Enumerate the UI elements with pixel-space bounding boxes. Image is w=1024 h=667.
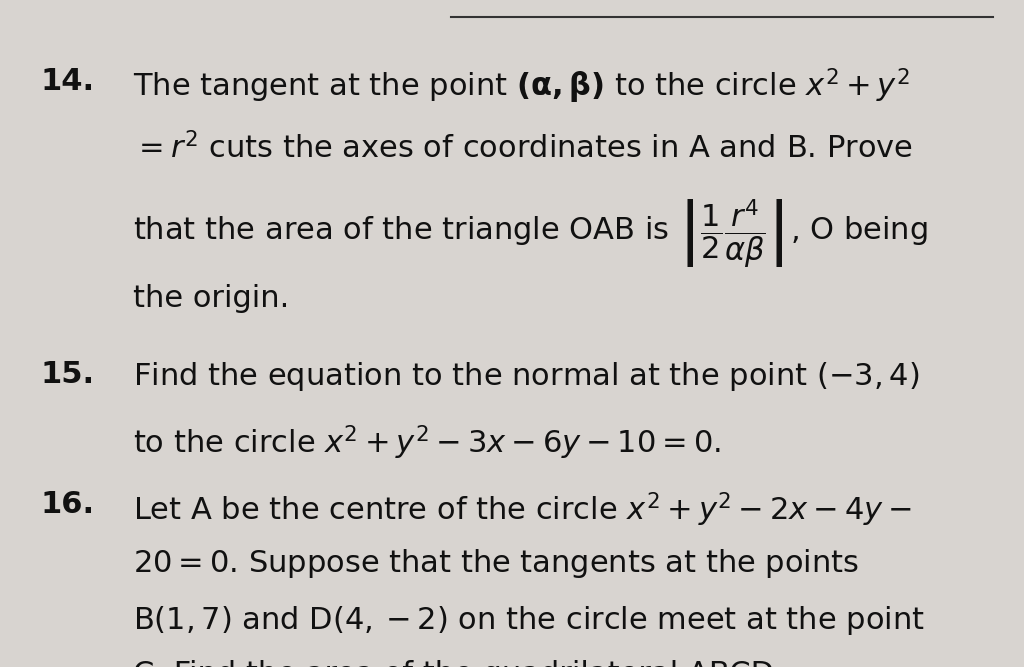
Text: that the area of the triangle OAB is $\left|\dfrac{1}{2}\dfrac{r^4}{\alpha\beta}: that the area of the triangle OAB is $\l…	[133, 197, 928, 270]
Text: Let A be the centre of the circle $x^2 + y^2 - 2x - 4y -$: Let A be the centre of the circle $x^2 +…	[133, 490, 912, 529]
Text: the origin.: the origin.	[133, 284, 290, 313]
Text: The tangent at the point $\mathbf{(\alpha, \beta)}$ to the circle $x^2 + y^2$: The tangent at the point $\mathbf{(\alph…	[133, 67, 910, 106]
Text: $= r^2$ cuts the axes of coordinates in A and B. Prove: $= r^2$ cuts the axes of coordinates in …	[133, 132, 913, 165]
Text: 16.: 16.	[41, 490, 95, 519]
Text: B$(1, 7)$ and D$(4, -2)$ on the circle meet at the point: B$(1, 7)$ and D$(4, -2)$ on the circle m…	[133, 604, 925, 636]
Text: to the circle $x^2 + y^2 - 3x - 6y - 10 = 0$.: to the circle $x^2 + y^2 - 3x - 6y - 10 …	[133, 424, 721, 462]
Text: $20 = 0$. Suppose that the tangents at the points: $20 = 0$. Suppose that the tangents at t…	[133, 547, 859, 580]
Text: C. Find the area of the quadrilateral ABCD.: C. Find the area of the quadrilateral AB…	[133, 660, 783, 667]
Text: 14.: 14.	[41, 67, 95, 95]
Text: 15.: 15.	[41, 360, 95, 389]
Text: Find the equation to the normal at the point $(-3, 4)$: Find the equation to the normal at the p…	[133, 360, 920, 393]
